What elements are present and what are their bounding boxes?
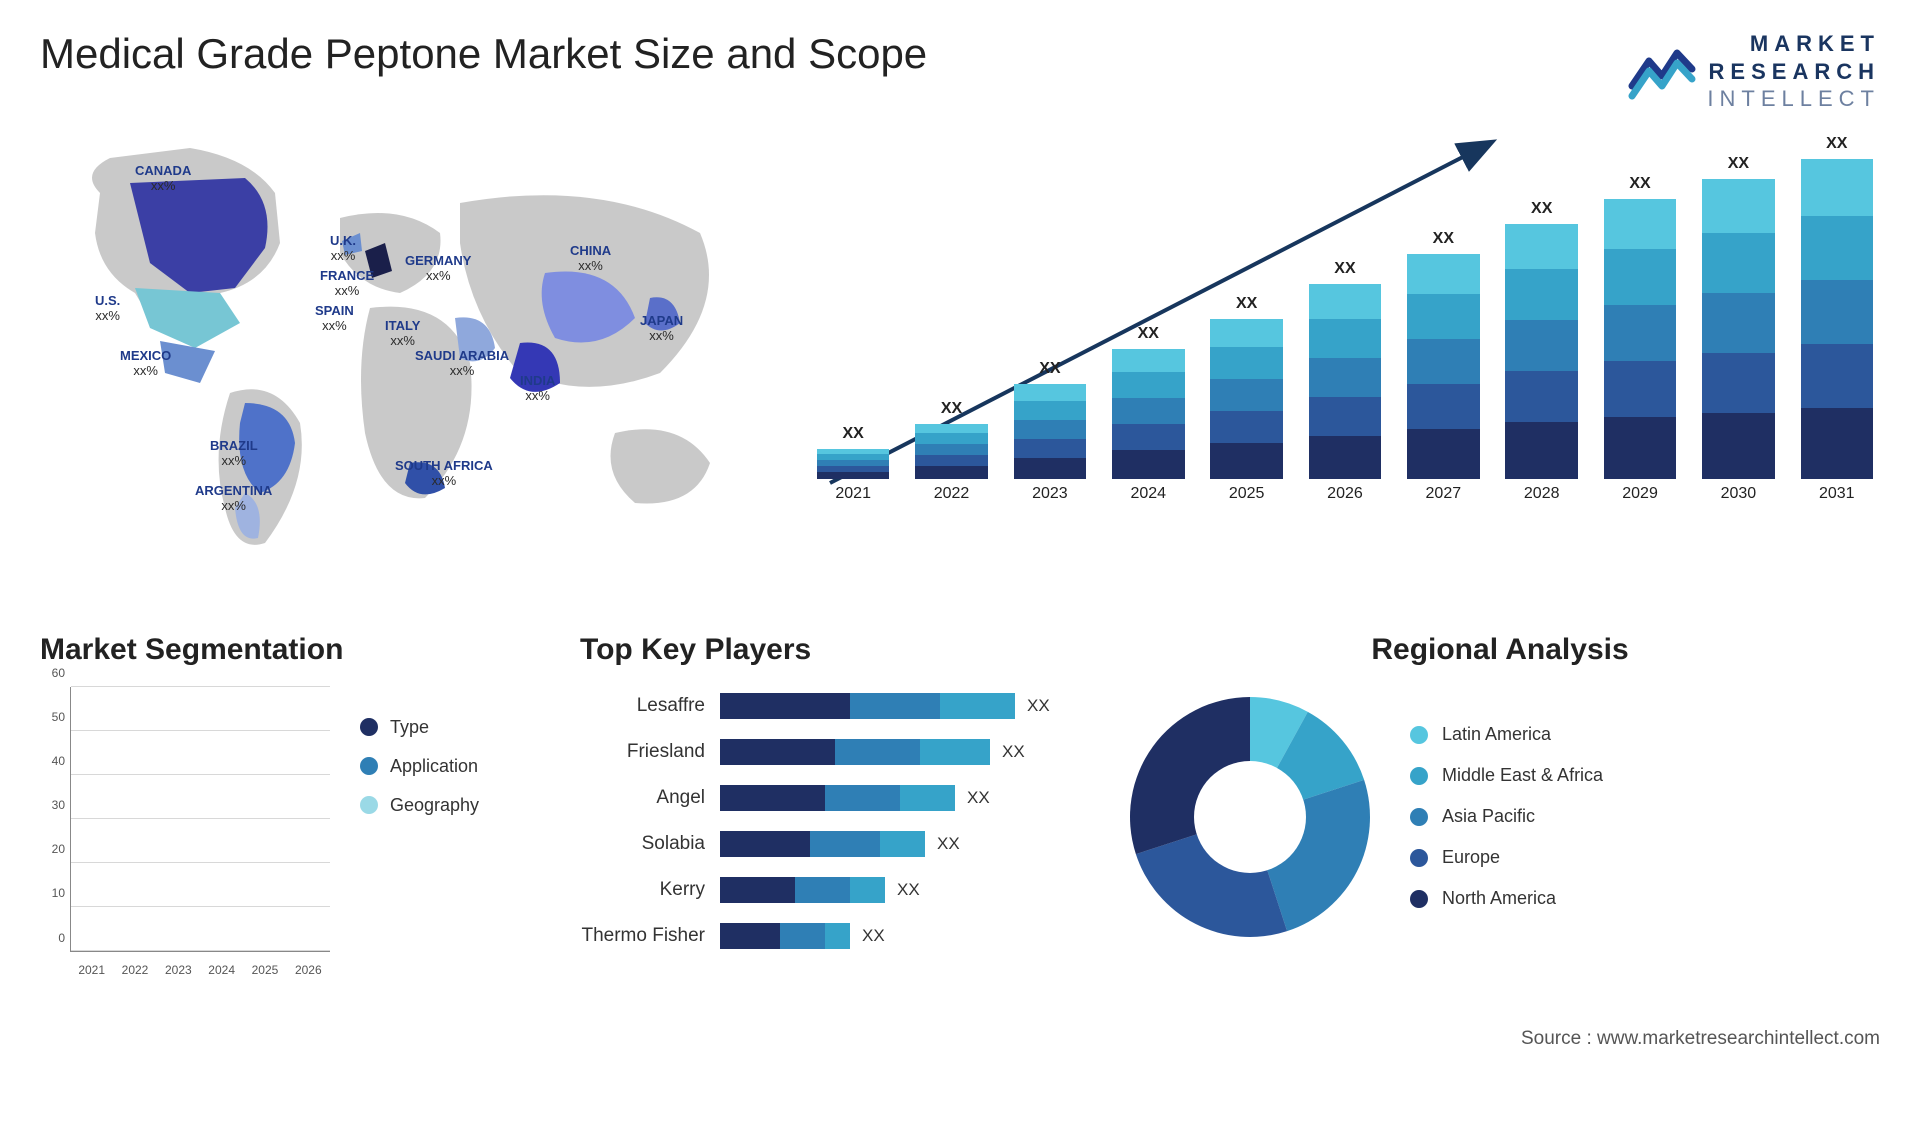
map-label-japan: JAPANxx% xyxy=(640,313,683,344)
forecast-bar-2031: XX2031 xyxy=(1794,135,1880,503)
forecast-bar-2030: XX2030 xyxy=(1695,155,1781,503)
seg-legend-geography: Geography xyxy=(360,795,479,816)
kp-row-lesaffre: LesaffreXX xyxy=(580,687,1120,725)
regional-donut xyxy=(1120,687,1380,947)
region-legend-middle-east-africa: Middle East & Africa xyxy=(1410,765,1603,786)
map-label-u-s-: U.S.xx% xyxy=(95,293,120,324)
source-text: Source : www.marketresearchintellect.com xyxy=(40,1028,1880,1050)
region-legend-europe: Europe xyxy=(1410,847,1603,868)
region-legend-north-america: North America xyxy=(1410,888,1603,909)
forecast-bar-2024: XX2024 xyxy=(1105,325,1191,503)
logo-line1: MARKET xyxy=(1707,30,1880,58)
logo-line3: INTELLECT xyxy=(1707,85,1880,113)
map-label-mexico: MEXICOxx% xyxy=(120,348,171,379)
forecast-bar-2027: XX2027 xyxy=(1400,230,1486,503)
segmentation-title: Market Segmentation xyxy=(40,633,580,667)
kp-row-thermo-fisher: Thermo FisherXX xyxy=(580,917,1120,955)
world-map-panel: CANADAxx% U.S.xx%MEXICOxx% BRAZILxx% ARGENT… xyxy=(40,123,780,603)
kp-row-friesland: FrieslandXX xyxy=(580,733,1120,771)
regional-legend: Latin America Middle East & Africa Asia Pa… xyxy=(1410,724,1603,909)
map-label-canada: CANADAxx% xyxy=(135,163,191,194)
map-label-spain: SPAINxx% xyxy=(315,303,354,334)
map-label-germany: GERMANYxx% xyxy=(405,253,471,284)
map-label-saudi-arabia: SAUDI ARABIAxx% xyxy=(415,348,509,379)
region-legend-asia-pacific: Asia Pacific xyxy=(1410,806,1603,827)
kp-row-kerry: KerryXX xyxy=(580,871,1120,909)
forecast-bar-2021: XX2021 xyxy=(810,425,896,503)
map-label-argentina: ARGENTINAxx% xyxy=(195,483,272,514)
map-label-brazil: BRAZILxx% xyxy=(210,438,258,469)
forecast-bar-2028: XX2028 xyxy=(1499,200,1585,503)
region-legend-latin-america: Latin America xyxy=(1410,724,1603,745)
map-label-u-k-: U.K.xx% xyxy=(330,233,356,264)
key-players-title: Top Key Players xyxy=(580,633,1120,667)
seg-legend-application: Application xyxy=(360,756,479,777)
brand-logo: MARKET RESEARCH INTELLECT xyxy=(1627,30,1880,113)
map-label-china: CHINAxx% xyxy=(570,243,611,274)
key-players-chart: LesaffreXX FrieslandXX AngelXX SolabiaXX Ker… xyxy=(580,687,1120,955)
regional-title: Regional Analysis xyxy=(1120,633,1880,667)
segmentation-legend: Type Application Geography xyxy=(360,717,479,816)
forecast-bar-2023: XX2023 xyxy=(1007,360,1093,503)
logo-line2: RESEARCH xyxy=(1707,58,1880,86)
map-label-italy: ITALYxx% xyxy=(385,318,420,349)
map-label-india: INDIAxx% xyxy=(520,373,555,404)
kp-row-solabia: SolabiaXX xyxy=(580,825,1120,863)
forecast-bar-2026: XX2026 xyxy=(1302,260,1388,503)
segmentation-chart: 202120222023202420252026 0102030405060 xyxy=(40,687,330,977)
forecast-bar-2025: XX2025 xyxy=(1203,295,1289,503)
map-label-france: FRANCExx% xyxy=(320,268,374,299)
kp-row-angel: AngelXX xyxy=(580,779,1120,817)
forecast-bar-2029: XX2029 xyxy=(1597,175,1683,503)
page-title: Medical Grade Peptone Market Size and Sc… xyxy=(40,30,927,78)
map-label-south-africa: SOUTH AFRICAxx% xyxy=(395,458,493,489)
seg-legend-type: Type xyxy=(360,717,479,738)
forecast-bar-2022: XX2022 xyxy=(908,400,994,503)
forecast-chart: XX2021XX2022XX2023XX2024XX2025XX2026XX20… xyxy=(780,123,1880,603)
